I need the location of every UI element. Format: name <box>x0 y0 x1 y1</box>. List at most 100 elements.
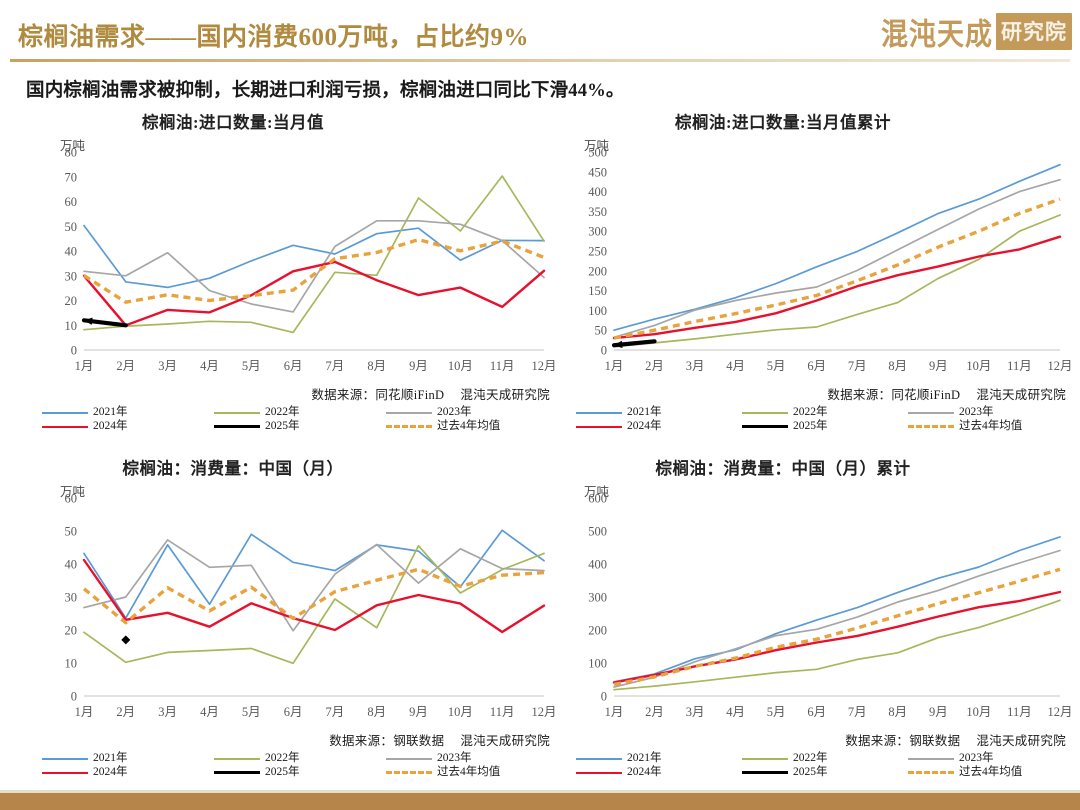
legend-item-2025[interactable]: 2025年 <box>214 766 386 779</box>
logo-text: 混沌天成 <box>881 17 993 51</box>
y-axis-tick: 400 <box>588 185 607 199</box>
chart-source: 数据来源：同花顺iFinD 混沌天成研究院 <box>18 384 558 403</box>
y-axis-tick: 0 <box>71 344 77 358</box>
legend-item-2024[interactable]: 2024年 <box>576 766 742 779</box>
x-axis-tick: 6月 <box>284 705 303 719</box>
x-axis-tick: 3月 <box>158 359 177 373</box>
legend-item-2024[interactable]: 2024年 <box>42 420 214 433</box>
chart-legend: 2021年 2022年 2023年 2024年 2025年 过去4年均值 <box>18 749 558 779</box>
legend-item-2022[interactable]: 2022年 <box>742 406 908 419</box>
x-axis-tick: 1月 <box>75 705 94 719</box>
legend-label: 2023年 <box>959 406 994 418</box>
legend-item-2023[interactable]: 2023年 <box>386 752 558 765</box>
x-axis-tick: 11月 <box>490 359 515 373</box>
y-axis-tick: 40 <box>65 558 78 572</box>
x-axis-tick: 10月 <box>448 705 473 719</box>
series-line-过去4年均值 <box>82 567 545 625</box>
x-axis-tick: 4月 <box>726 705 745 719</box>
legend-item-2021[interactable]: 2021年 <box>42 406 214 419</box>
legend-item-2025[interactable]: 2025年 <box>214 420 386 433</box>
series-line-过去4年均值 <box>613 567 1061 687</box>
x-axis-tick: 1月 <box>605 359 624 373</box>
legend-label: 过去4年均值 <box>437 420 501 432</box>
legend-swatch-avg4 <box>908 771 954 774</box>
y-axis-tick: 300 <box>588 591 607 605</box>
x-axis-tick: 12月 <box>531 359 556 373</box>
y-axis-tick: 50 <box>595 324 608 338</box>
y-axis-tick: 20 <box>65 294 78 308</box>
y-axis-tick: 80 <box>65 146 78 160</box>
legend-label: 2025年 <box>793 766 828 778</box>
x-axis-tick: 8月 <box>367 705 386 719</box>
x-axis-tick: 3月 <box>686 359 705 373</box>
series-line-2023年 <box>83 219 545 313</box>
legend-item-2023[interactable]: 2023年 <box>908 752 1074 765</box>
x-axis-tick: 3月 <box>158 705 177 719</box>
legend-item-2021[interactable]: 2021年 <box>576 406 742 419</box>
y-axis-unit-label: 万吨 <box>60 139 86 153</box>
legend-swatch-2022 <box>742 757 788 760</box>
legend-swatch-2025 <box>742 771 788 774</box>
legend-item-2024[interactable]: 2024年 <box>576 420 742 433</box>
legend-item-avg4[interactable]: 过去4年均值 <box>908 420 1074 433</box>
legend-swatch-2021 <box>576 757 622 760</box>
series-line-2021年 <box>83 529 545 619</box>
y-axis-tick: 50 <box>65 220 78 234</box>
legend-swatch-2021 <box>42 411 88 414</box>
legend-item-2023[interactable]: 2023年 <box>908 406 1074 419</box>
series-line-2022年 <box>83 175 545 334</box>
legend-swatch-2021 <box>42 757 88 760</box>
x-axis-tick: 8月 <box>888 705 907 719</box>
series-line-2021年 <box>83 224 545 289</box>
source-text: 数据来源：钢联数据 <box>329 734 445 748</box>
legend-item-2022[interactable]: 2022年 <box>742 752 908 765</box>
y-axis-unit-label: 万吨 <box>60 485 86 499</box>
legend-swatch-2024 <box>576 771 622 774</box>
legend-label: 2021年 <box>627 752 662 764</box>
source-institute: 混沌天成研究院 <box>976 734 1066 748</box>
series-line-2021年 <box>613 163 1061 332</box>
legend-item-2022[interactable]: 2022年 <box>214 406 386 419</box>
legend-item-2021[interactable]: 2021年 <box>576 752 742 765</box>
x-axis-tick: 2月 <box>645 705 664 719</box>
legend-item-2021[interactable]: 2021年 <box>42 752 214 765</box>
chart-title: 棕榈油：消费量：中国（月） <box>122 459 344 478</box>
legend-item-avg4[interactable]: 过去4年均值 <box>908 766 1074 779</box>
legend-swatch-2023 <box>386 757 432 760</box>
y-axis-tick: 150 <box>588 284 607 298</box>
x-axis-tick: 10月 <box>966 705 991 719</box>
legend-label: 2023年 <box>437 406 472 418</box>
chart-source: 数据来源：钢联数据 混沌天成研究院 <box>552 730 1074 749</box>
x-axis-tick: 5月 <box>767 359 786 373</box>
x-axis-tick: 12月 <box>1047 705 1072 719</box>
legend-label: 2023年 <box>437 752 472 764</box>
x-axis-tick: 7月 <box>848 705 867 719</box>
legend-item-2024[interactable]: 2024年 <box>42 766 214 779</box>
chart-legend: 2021年 2022年 2023年 2024年 2025年 过去4年均值 <box>552 403 1074 433</box>
legend-swatch-2024 <box>42 771 88 774</box>
legend-item-2022[interactable]: 2022年 <box>214 752 386 765</box>
x-axis-tick: 12月 <box>1047 359 1072 373</box>
source-institute: 混沌天成研究院 <box>976 388 1066 402</box>
legend-item-avg4[interactable]: 过去4年均值 <box>386 420 558 433</box>
series-line-2022年 <box>613 599 1061 691</box>
y-axis-tick: 70 <box>65 170 78 184</box>
y-axis-tick: 600 <box>588 492 607 506</box>
legend-swatch-2022 <box>214 411 260 414</box>
legend-item-2025[interactable]: 2025年 <box>742 766 908 779</box>
source-text: 数据来源：同花顺iFinD <box>311 388 445 402</box>
x-axis-tick: 1月 <box>605 705 624 719</box>
legend-label: 过去4年均值 <box>437 766 501 778</box>
legend-item-avg4[interactable]: 过去4年均值 <box>386 766 558 779</box>
x-axis-tick: 5月 <box>767 705 786 719</box>
y-axis-tick: 400 <box>588 558 607 572</box>
legend-swatch-2025 <box>214 771 260 774</box>
legend-item-2025[interactable]: 2025年 <box>742 420 908 433</box>
legend-item-2023[interactable]: 2023年 <box>386 406 558 419</box>
y-axis-tick: 10 <box>65 657 78 671</box>
x-axis-tick: 5月 <box>242 359 261 373</box>
chart-source: 数据来源：钢联数据 混沌天成研究院 <box>18 730 558 749</box>
series-line-2024年 <box>612 590 1062 684</box>
series-line-2024年 <box>612 235 1062 340</box>
legend-label: 2023年 <box>959 752 994 764</box>
